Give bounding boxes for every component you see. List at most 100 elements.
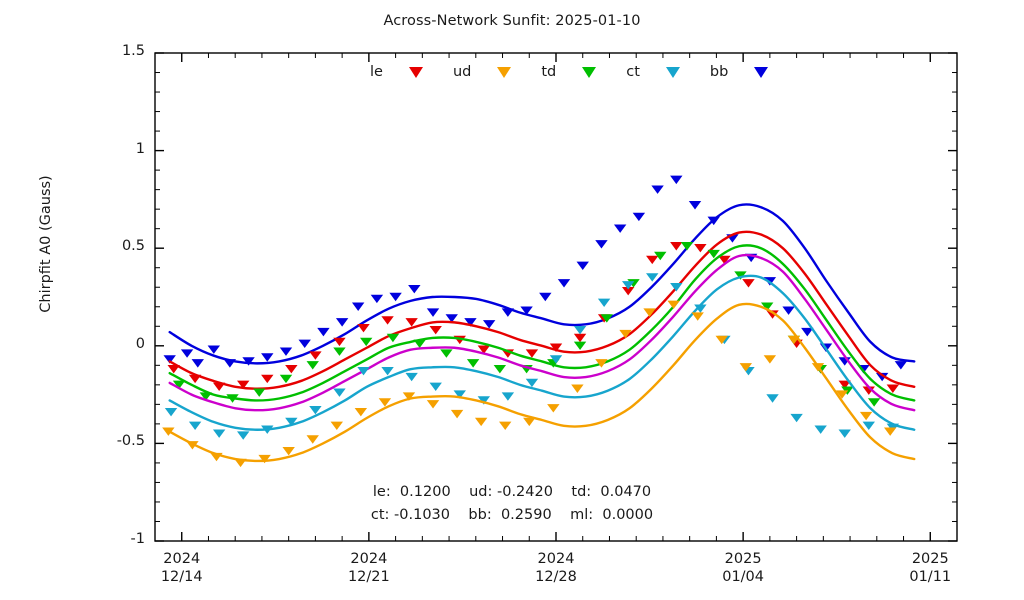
x-tick-date: 12/14: [160, 569, 203, 585]
data-point-td: [279, 374, 293, 384]
data-point-le: [646, 255, 659, 265]
data-point-ud: [547, 404, 560, 413]
series-bb: [163, 175, 916, 382]
data-point-bb: [688, 201, 702, 210]
data-point-ct: [549, 355, 563, 364]
data-point-bb: [707, 216, 720, 226]
legend-marker-bb: [754, 66, 769, 78]
data-point-ud: [210, 452, 223, 462]
y-tick-label: 0.5: [121, 238, 145, 255]
legend-entry-le[interactable]: le: [370, 64, 423, 80]
data-point-bb: [782, 306, 795, 315]
data-point-ct: [646, 273, 659, 282]
data-point-bb: [801, 327, 814, 337]
data-point-ud: [691, 312, 704, 321]
data-point-bb: [335, 318, 349, 327]
x-tick-year: 2024: [537, 551, 575, 567]
data-point-ct: [333, 388, 346, 397]
data-point-le: [886, 384, 900, 393]
data-point-bb: [670, 175, 683, 185]
data-point-bb: [501, 308, 515, 317]
data-point-td: [413, 339, 426, 349]
data-point-ud: [811, 363, 825, 372]
data-point-le: [333, 337, 346, 347]
data-point-ud: [330, 421, 343, 431]
data-point-bb: [163, 355, 176, 364]
x-tick-label: 2025 01/11: [870, 550, 990, 586]
data-point-ct: [188, 421, 202, 431]
x-tick-year: 2024: [163, 551, 201, 567]
data-point-bb: [207, 345, 221, 354]
data-point-ud: [402, 392, 416, 401]
data-point-bb: [408, 284, 421, 294]
data-point-bb: [875, 372, 889, 382]
series-ud: [162, 300, 916, 468]
series-td: [168, 242, 916, 407]
data-point-le: [838, 380, 851, 390]
data-point-ud: [667, 300, 680, 310]
legend-marker-le: [408, 66, 423, 78]
series-line-ud: [168, 302, 916, 463]
data-point-td: [199, 392, 212, 401]
legend-entry-td[interactable]: td: [541, 64, 597, 80]
data-point-ct: [357, 366, 370, 376]
x-tick-date: 12/28: [535, 569, 577, 585]
data-point-bb: [261, 353, 274, 362]
data-point-ud: [282, 447, 295, 456]
data-point-bb: [632, 212, 646, 222]
legend-label-bb: bb: [709, 64, 729, 80]
data-point-le: [309, 351, 322, 360]
data-point-bb: [389, 292, 402, 302]
x-tick-label: 2024 12/28: [496, 550, 616, 586]
y-tick-label: -0.5: [116, 433, 145, 450]
data-point-le: [766, 310, 779, 319]
legend-marker-ct: [665, 66, 680, 78]
data-point-ct: [237, 431, 250, 440]
data-point-td: [440, 349, 453, 358]
data-point-ud: [378, 398, 392, 407]
y-tick-label: 1.5: [121, 43, 145, 59]
data-point-td: [306, 361, 319, 370]
series-line-ml: [168, 253, 916, 412]
data-point-bb: [651, 185, 664, 194]
legend-entry-ct[interactable]: ct: [626, 64, 680, 80]
data-point-bb: [370, 294, 384, 304]
data-point-ct: [790, 413, 803, 423]
series-line-ct: [168, 274, 916, 431]
data-point-bb: [595, 240, 608, 249]
x-tick-label: 2025 01/04: [683, 550, 803, 586]
data-point-ct: [164, 407, 178, 417]
data-point-le: [694, 244, 707, 253]
data-point-ud: [859, 411, 873, 421]
data-point-bb: [613, 224, 627, 233]
data-point-le: [429, 325, 442, 335]
annotation-line-1: le: 0.1200 ud: -0.2420 td: 0.0470: [372, 484, 652, 500]
data-point-bb: [539, 292, 552, 302]
data-point-ct: [694, 304, 707, 313]
data-point-bb: [557, 279, 571, 288]
data-point-ud: [715, 335, 728, 345]
series-line-bb: [168, 203, 916, 365]
data-point-ud: [595, 359, 608, 368]
legend-entry-ud[interactable]: ud: [453, 64, 512, 80]
data-point-bb: [894, 361, 908, 370]
data-point-le: [285, 365, 298, 374]
data-point-ct: [573, 325, 587, 335]
data-point-ud: [426, 400, 440, 409]
data-point-td: [760, 302, 774, 311]
x-tick-label: 2024 12/21: [309, 550, 429, 586]
data-point-le: [167, 365, 180, 374]
data-point-ud: [186, 441, 199, 450]
data-point-ud: [619, 329, 632, 339]
data-point-bb: [279, 347, 293, 356]
annotation-line-2: ct: -0.1030 bb: 0.2590 ml: 0.0000: [370, 507, 654, 523]
data-point-ud: [643, 308, 656, 317]
data-point-ct: [453, 390, 466, 399]
series-ct: [164, 273, 916, 440]
data-point-ct: [405, 372, 418, 382]
legend-entry-bb[interactable]: bb: [709, 64, 769, 80]
data-point-le: [718, 255, 731, 265]
data-point-td: [680, 242, 694, 251]
